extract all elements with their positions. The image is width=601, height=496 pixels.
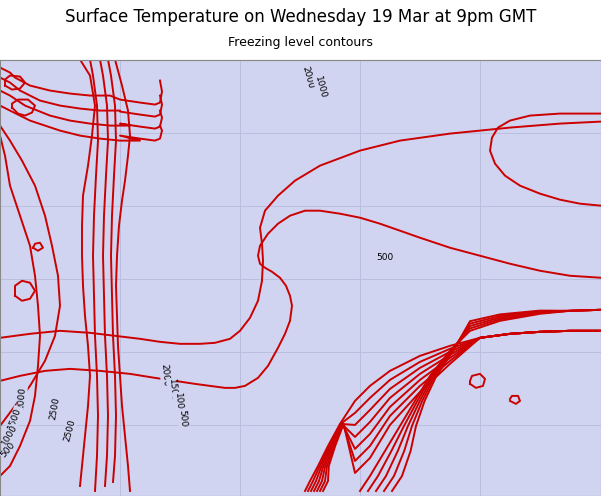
Text: 2500: 2500 bbox=[63, 418, 78, 442]
Text: 2000: 2000 bbox=[159, 363, 171, 387]
Text: 2000: 2000 bbox=[300, 65, 316, 90]
Text: 1000: 1000 bbox=[1, 423, 20, 447]
Text: 500: 500 bbox=[0, 440, 17, 459]
Text: Freezing level contours: Freezing level contours bbox=[228, 36, 373, 50]
Text: 1000: 1000 bbox=[172, 392, 183, 416]
Text: 500: 500 bbox=[178, 409, 188, 427]
Text: 1500: 1500 bbox=[7, 406, 23, 430]
Text: 2500: 2500 bbox=[49, 396, 61, 420]
Text: 1000: 1000 bbox=[313, 75, 328, 100]
Text: 2000: 2000 bbox=[16, 386, 28, 410]
Text: 500: 500 bbox=[376, 253, 394, 262]
Text: 1500: 1500 bbox=[166, 378, 177, 402]
Text: Surface Temperature on Wednesday 19 Mar at 9pm GMT: Surface Temperature on Wednesday 19 Mar … bbox=[65, 7, 536, 26]
